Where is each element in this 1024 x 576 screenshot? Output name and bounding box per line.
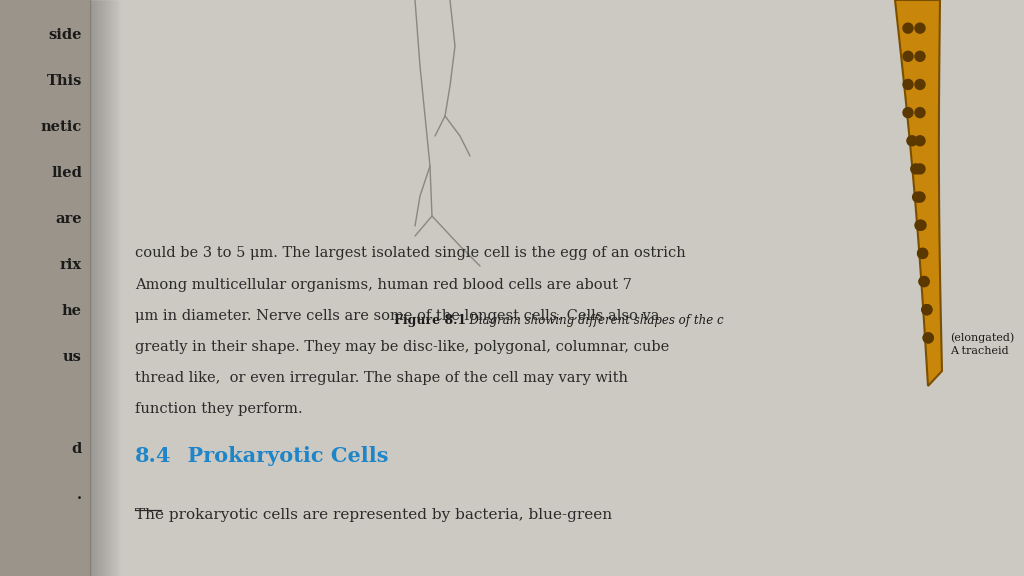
Text: Among multicellular organisms, human red blood cells are about 7: Among multicellular organisms, human red… (135, 278, 632, 292)
Circle shape (915, 220, 925, 230)
Text: us: us (63, 350, 82, 364)
Bar (0, 0, 90, 576)
Circle shape (912, 192, 923, 202)
Text: Prokaryotic Cells: Prokaryotic Cells (173, 446, 388, 466)
Circle shape (915, 164, 925, 174)
Circle shape (915, 23, 925, 33)
Text: μm in diameter. Nerve cells are some of the longest cells. Cells also va: μm in diameter. Nerve cells are some of … (135, 309, 659, 323)
Text: This: This (47, 74, 82, 88)
Circle shape (922, 305, 932, 314)
Text: thread like,  or even irregular. The shape of the cell may vary with: thread like, or even irregular. The shap… (135, 371, 628, 385)
Text: are: are (55, 212, 82, 226)
Text: Diagram showing different shapes of the c: Diagram showing different shapes of the … (462, 314, 724, 327)
Circle shape (922, 305, 932, 314)
Circle shape (918, 248, 928, 259)
Text: rix: rix (59, 258, 82, 272)
Circle shape (915, 108, 925, 118)
Circle shape (916, 220, 926, 230)
Text: side: side (48, 28, 82, 41)
Circle shape (924, 333, 933, 343)
Circle shape (924, 333, 933, 343)
Text: could be 3 to 5 μm. The largest isolated single cell is the egg of an ostrich: could be 3 to 5 μm. The largest isolated… (135, 246, 686, 260)
Text: d: d (72, 442, 82, 456)
Circle shape (903, 108, 913, 118)
Circle shape (910, 164, 921, 174)
Text: 8.4: 8.4 (135, 446, 171, 466)
Text: A tracheid: A tracheid (950, 346, 1009, 356)
Polygon shape (895, 0, 942, 386)
Circle shape (918, 248, 928, 259)
Circle shape (915, 79, 925, 89)
Text: .: . (77, 488, 82, 502)
Circle shape (920, 276, 929, 286)
Circle shape (903, 79, 913, 89)
Circle shape (907, 136, 916, 146)
Circle shape (903, 23, 913, 33)
Text: netic: netic (41, 120, 82, 134)
Circle shape (903, 51, 913, 61)
Text: greatly in their shape. They may be disc-like, polygonal, columnar, cube: greatly in their shape. They may be disc… (135, 340, 670, 354)
Text: function they perform.: function they perform. (135, 402, 303, 416)
Circle shape (915, 192, 925, 202)
Circle shape (920, 276, 929, 286)
Circle shape (915, 136, 925, 146)
Text: lled: lled (51, 166, 82, 180)
Text: he: he (62, 304, 82, 318)
Text: Figure 8.1: Figure 8.1 (394, 314, 466, 327)
Text: (elongated): (elongated) (950, 332, 1014, 343)
Text: The prokaryotic cells are represented by bacteria, blue-green: The prokaryotic cells are represented by… (135, 508, 612, 522)
Circle shape (915, 51, 925, 61)
